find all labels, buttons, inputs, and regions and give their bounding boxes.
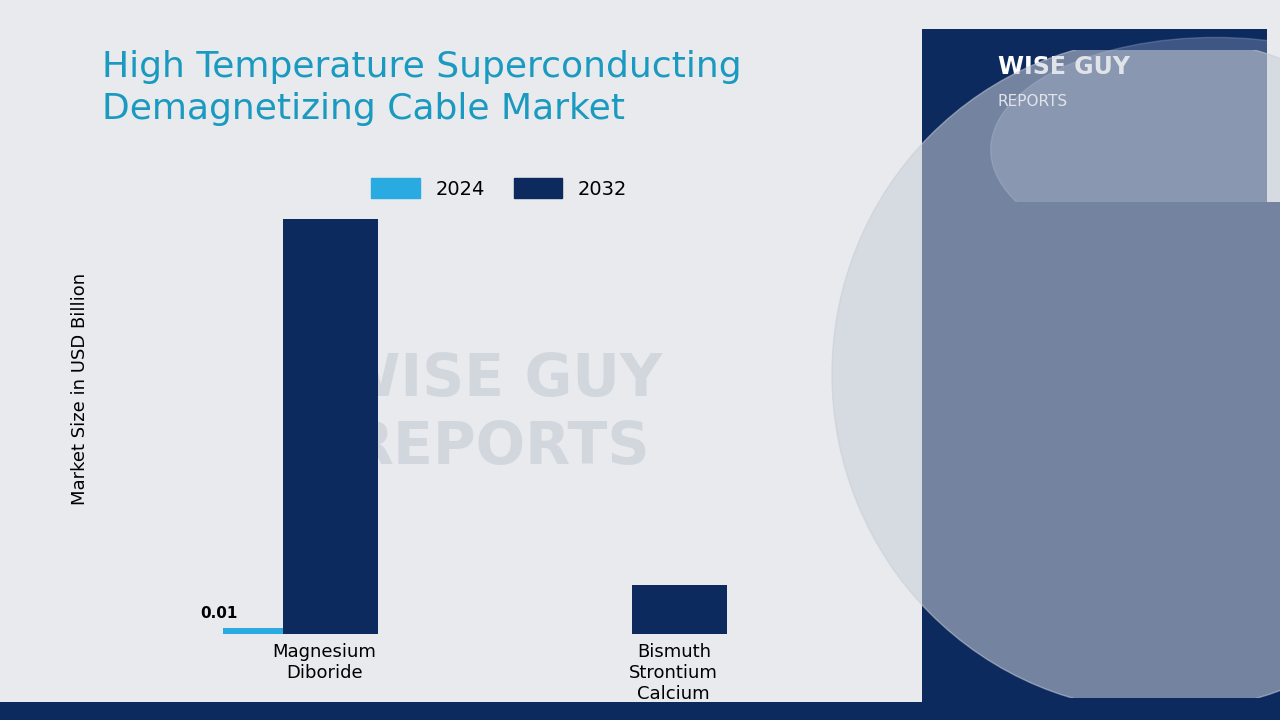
Text: 0.01: 0.01 xyxy=(200,606,237,621)
Y-axis label: Market Size in USD Billion: Market Size in USD Billion xyxy=(70,273,88,505)
Circle shape xyxy=(832,37,1280,711)
Text: WISE GUY: WISE GUY xyxy=(337,351,662,408)
Text: REPORTS: REPORTS xyxy=(997,94,1068,109)
Bar xyxy=(224,628,319,634)
Bar xyxy=(632,585,727,634)
Bar xyxy=(283,219,378,634)
Circle shape xyxy=(991,37,1280,262)
Legend: 2024, 2032: 2024, 2032 xyxy=(361,168,637,208)
Text: REPORTS: REPORTS xyxy=(348,419,650,476)
Text: High Temperature Superconducting
Demagnetizing Cable Market: High Temperature Superconducting Demagne… xyxy=(102,50,742,127)
Text: WISE GUY: WISE GUY xyxy=(997,55,1130,78)
